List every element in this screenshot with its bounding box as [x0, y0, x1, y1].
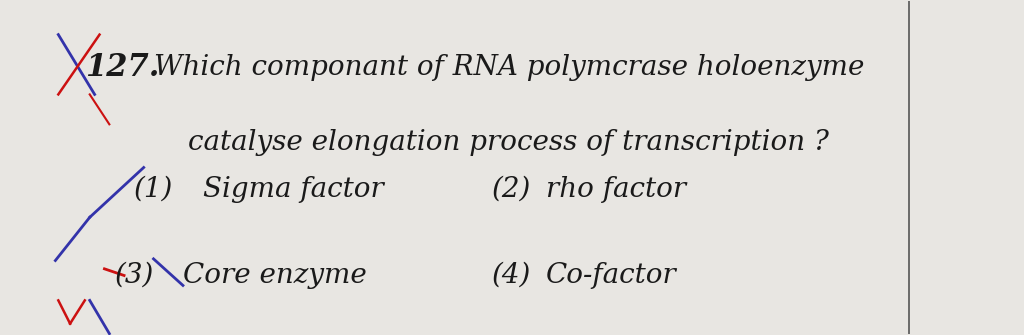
Text: (2): (2) [493, 176, 531, 203]
Text: Co-factor: Co-factor [546, 262, 677, 289]
Text: (1): (1) [134, 176, 173, 203]
Text: rho factor: rho factor [546, 176, 686, 203]
Text: (3): (3) [115, 262, 154, 289]
Text: catalyse elongation process of transcription ?: catalyse elongation process of transcrip… [187, 129, 828, 156]
Text: Sigma factor: Sigma factor [203, 176, 383, 203]
Text: Which componant of RNA polymcrase holoenzyme: Which componant of RNA polymcrase holoen… [154, 54, 864, 81]
Text: Core enzyme: Core enzyme [183, 262, 367, 289]
Text: (4): (4) [493, 262, 531, 289]
Text: 127.: 127. [85, 52, 159, 83]
